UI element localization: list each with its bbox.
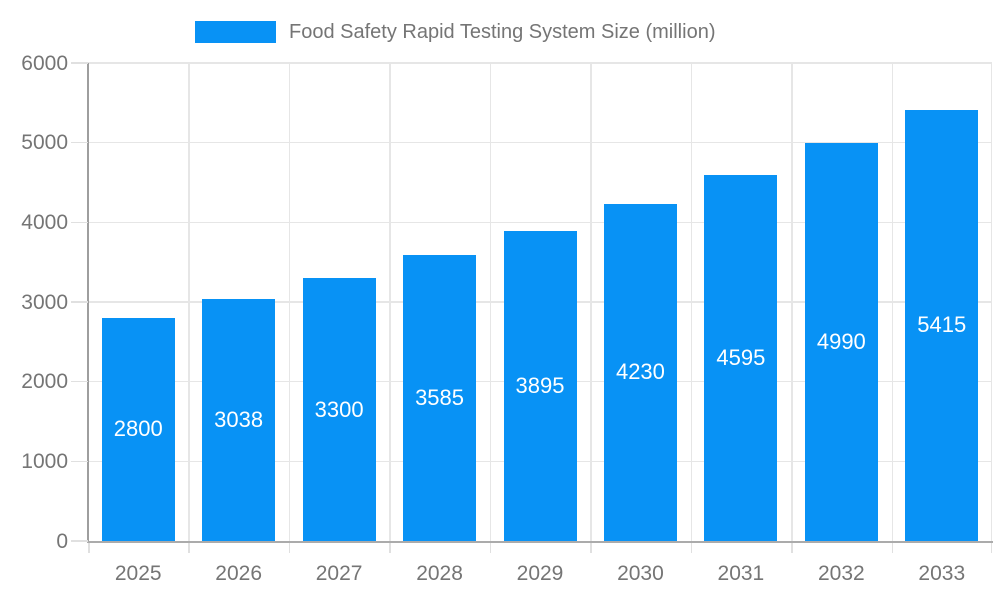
- bar-2033[interactable]: 5415: [905, 109, 979, 541]
- y-axis-tick-label: 3000: [21, 290, 68, 314]
- bar-value-label: 3300: [314, 396, 364, 422]
- gridline-horizontal: [88, 62, 992, 64]
- bar-value-label: 2800: [113, 416, 163, 442]
- x-axis-tick: [88, 543, 90, 553]
- x-axis-tick: [489, 543, 492, 553]
- x-axis-tick-label: 2033: [918, 562, 966, 585]
- legend-label: Food Safety Rapid Testing System Size (m…: [289, 20, 716, 43]
- gridline-vertical: [690, 63, 693, 541]
- x-axis-tick-label: 2032: [817, 562, 865, 585]
- y-axis-tick-label: 0: [56, 529, 68, 553]
- x-axis-tick: [590, 543, 592, 553]
- y-axis-tick-label: 4000: [21, 210, 68, 234]
- gridline-vertical: [990, 63, 992, 541]
- bar-2032[interactable]: 4990: [804, 143, 878, 541]
- y-axis-tick: [71, 460, 88, 463]
- y-axis-line: [87, 63, 89, 543]
- legend-item[interactable]: Food Safety Rapid Testing System Size (m…: [195, 20, 715, 44]
- x-axis-tick: [389, 543, 391, 553]
- y-axis-tick-label: 2000: [21, 370, 68, 394]
- plot-area: 2800 3038 3300 3585 3895 4230 4595 4990 5415: [88, 62, 992, 541]
- gridline-vertical: [891, 63, 894, 541]
- x-axis-tick-label: 2026: [215, 562, 263, 585]
- x-axis-tick-label: 2029: [516, 562, 564, 585]
- gridline-vertical: [489, 63, 492, 541]
- x-axis-tick-label: 2028: [416, 562, 463, 585]
- bar-2025[interactable]: 2800: [101, 317, 175, 541]
- x-axis-line: [87, 541, 993, 543]
- y-axis-tick: [71, 540, 88, 542]
- x-axis-tick: [791, 543, 793, 553]
- bar-value-label: 3585: [415, 385, 465, 411]
- gridline-vertical: [590, 63, 592, 541]
- bar-2028[interactable]: 3585: [403, 255, 477, 541]
- y-axis-tick-label: 5000: [21, 131, 68, 155]
- x-axis-tick-label: 2027: [315, 562, 363, 585]
- x-axis-tick: [188, 543, 190, 553]
- y-axis-tick: [71, 221, 88, 224]
- bar-2029[interactable]: 3895: [503, 230, 577, 541]
- y-axis-tick: [71, 380, 88, 383]
- bar-value-label: 3038: [214, 406, 264, 432]
- bar-value-label: 3895: [515, 372, 565, 398]
- bar-value-label: 4230: [615, 359, 665, 385]
- bar-value-label: 5415: [917, 312, 967, 338]
- y-axis-tick: [71, 301, 88, 303]
- gridline-vertical: [791, 63, 793, 541]
- bar-value-label: 4990: [816, 329, 866, 355]
- x-axis-tick: [288, 543, 291, 553]
- x-axis-tick-label: 2030: [617, 562, 664, 585]
- gridline-vertical: [188, 63, 190, 541]
- bar-2027[interactable]: 3300: [302, 278, 376, 541]
- x-axis-tick-label: 2031: [717, 562, 765, 585]
- y-axis-tick: [71, 141, 88, 144]
- x-axis-tick: [990, 543, 992, 553]
- x-axis-tick: [690, 543, 693, 553]
- y-axis-tick: [71, 62, 88, 64]
- gridline-vertical: [288, 63, 291, 541]
- gridline-horizontal: [88, 141, 992, 144]
- y-axis-tick-label: 1000: [21, 449, 68, 473]
- bar-2030[interactable]: 4230: [603, 204, 677, 541]
- bar-value-label: 4595: [716, 344, 766, 370]
- legend-swatch: [195, 21, 276, 43]
- gridline-vertical: [389, 63, 391, 541]
- y-axis-tick-label: 6000: [21, 51, 68, 75]
- x-axis-tick-label: 2025: [114, 562, 162, 585]
- bar-2031[interactable]: 4595: [704, 174, 778, 541]
- gridline-horizontal: [88, 221, 992, 224]
- x-axis-tick: [891, 543, 894, 553]
- bar-2026[interactable]: 3038: [202, 298, 276, 541]
